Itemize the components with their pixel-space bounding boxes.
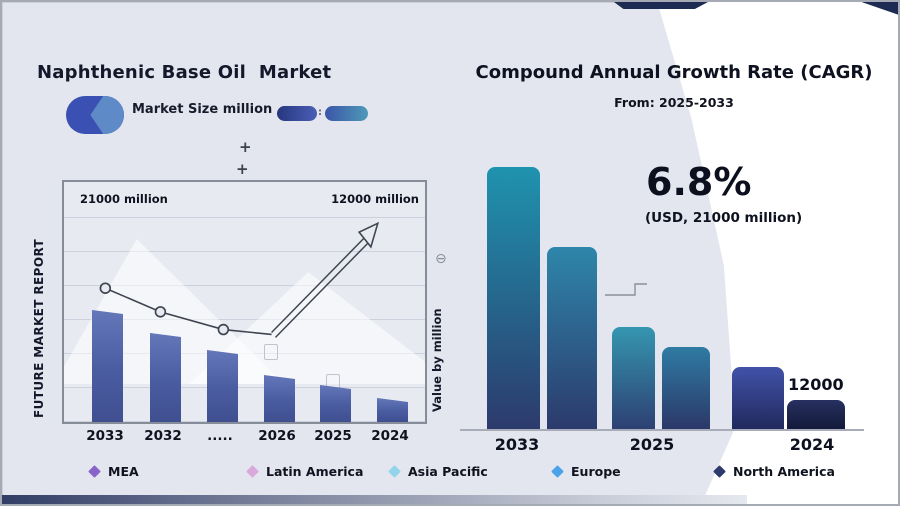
- left-chart-bar-2032: [150, 333, 181, 422]
- plus-mark-icon: +: [236, 160, 249, 178]
- trend-line: [105, 287, 272, 336]
- left-axis-watermark-label: FUTURE MARKET REPORT: [32, 238, 46, 418]
- min-value-label: 12000 million: [331, 192, 419, 206]
- faint-note-doodle: [264, 344, 278, 360]
- left-chart-frame: 21000 million 12000 million: [62, 180, 427, 424]
- legend-label: Europe: [571, 464, 621, 479]
- legend-label: Latin America: [266, 464, 364, 479]
- step-line-doodle: [605, 283, 647, 296]
- legend-item-mea: MEA: [88, 464, 139, 479]
- gradient-pill-right: [325, 106, 368, 121]
- market-size-legend-label: Market Size million: [132, 102, 273, 117]
- circled-minus-icon: ⊖: [435, 251, 447, 267]
- left-chart-bar-2026: [264, 375, 295, 422]
- right-chart-bar-2033-1: [487, 167, 540, 430]
- right-xaxis-label: 2033: [494, 435, 540, 454]
- max-value-label: 21000 million: [80, 192, 168, 206]
- legend-label: Asia Pacific: [408, 464, 488, 479]
- cylinder-cap-shape: [90, 96, 124, 134]
- gradient-pill-left: [277, 106, 317, 121]
- cagr-percentage: 6.8%: [646, 160, 752, 204]
- marker-dot: [217, 323, 230, 336]
- legend-label: North America: [733, 464, 835, 479]
- marker-dot: [154, 306, 167, 318]
- right-chart-bar-2025-1: [612, 327, 655, 430]
- growth-arrow-shaft: [271, 231, 371, 334]
- right-panel-title: Compound Annual Growth Rate (CAGR): [475, 62, 873, 83]
- left-xaxis-label: 2032: [144, 428, 182, 444]
- right-chart-bars: [457, 152, 877, 430]
- trend-line-overlay: [99, 221, 380, 338]
- left-chart-bar-2024: [377, 398, 408, 422]
- right-chart-baseline: [460, 429, 864, 431]
- right-chart-bar-2024-2: [787, 400, 845, 430]
- marker-dot: [99, 282, 112, 294]
- left-xaxis-label: 2033: [86, 428, 124, 444]
- right-chart-bar-2033-2: [547, 247, 597, 430]
- left-chart-xaxis: 2033 2032..... 2026 2025 2024: [62, 428, 427, 446]
- legend-item-asia-pacific: Asia Pacific: [388, 464, 488, 479]
- growth-arrow-shaft: [274, 236, 375, 338]
- right-xaxis-label: 2025: [629, 435, 675, 454]
- pill-separator: :: [318, 107, 322, 118]
- data-label-12000: 12000: [788, 375, 844, 394]
- left-panel-title: Naphthenic Base Oil Market: [37, 62, 332, 83]
- legend-diamond-icon: [388, 465, 401, 478]
- left-chart-bar-.....: [207, 350, 238, 422]
- legend-item-latin-america: Latin America: [246, 464, 364, 479]
- left-chart-bar-2033: [92, 310, 123, 422]
- growth-arrow-head: [357, 221, 380, 249]
- left-xaxis-label: 2026: [258, 428, 296, 444]
- right-panel-subtitle: From: 2025-2033: [614, 95, 734, 110]
- left-xaxis-label: 2024: [371, 428, 409, 444]
- market-size-cylinder-icon: [66, 96, 124, 134]
- value-axis-label: Value by million: [430, 308, 444, 412]
- legend-item-europe: Europe: [551, 464, 621, 479]
- legend-item-north-america: North America: [713, 464, 835, 479]
- legend-diamond-icon: [246, 465, 259, 478]
- legend-diamond-icon: [551, 465, 564, 478]
- plus-mark-icon: +: [239, 138, 252, 156]
- right-xaxis-label: 2024: [789, 435, 835, 454]
- left-chart-bar-2025: [320, 385, 351, 422]
- right-chart-bar-2025-2: [662, 347, 710, 430]
- left-xaxis-label: 2025: [314, 428, 352, 444]
- legend-label: MEA: [108, 464, 139, 479]
- left-xaxis-label: .....: [207, 428, 233, 444]
- bottom-accent-strip: [2, 495, 747, 504]
- cagr-detail: (USD, 21000 million): [645, 210, 803, 226]
- legend-diamond-icon: [88, 465, 101, 478]
- top-accent-wedge: [614, 2, 708, 9]
- legend-diamond-icon: [713, 465, 726, 478]
- region-legend: MEA Latin America Asia Pacific Europe North …: [2, 464, 898, 488]
- right-chart-bar-2024-1: [732, 367, 784, 430]
